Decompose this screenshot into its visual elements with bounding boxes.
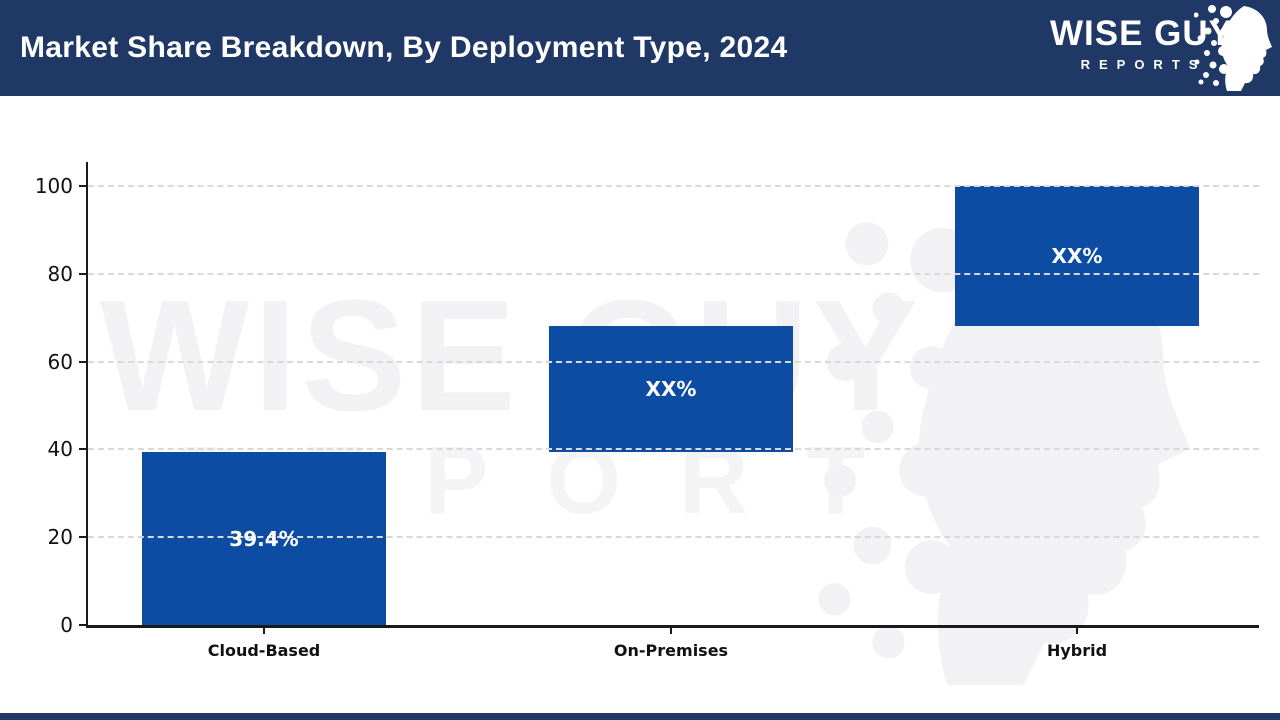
gridline-100	[88, 185, 1259, 187]
header: Market Share Breakdown, By Deployment Ty…	[0, 0, 1280, 96]
y-tick-label: 20	[47, 525, 73, 550]
x-category-label: On-Premises	[613, 641, 729, 660]
y-tick-mark	[79, 360, 86, 363]
gridline-80	[88, 272, 1259, 275]
logo-name-text: WISE GUY	[1050, 14, 1234, 53]
y-axis	[86, 162, 88, 627]
y-tick-mark	[79, 185, 86, 187]
bar-label: 39.4%	[229, 526, 299, 551]
footer-bar	[0, 713, 1280, 720]
logo-face-icon	[1194, 5, 1272, 91]
y-tick-mark	[79, 272, 86, 275]
gridline-60	[88, 360, 1259, 363]
y-tick-mark	[79, 448, 86, 451]
logo-tagline-text: REPORTS	[1080, 57, 1207, 72]
bar-label: XX%	[645, 377, 697, 402]
gridline-40	[88, 448, 1259, 451]
x-tick-mark	[670, 627, 672, 634]
wiseguy-logo: WISE GUY REPORTS	[1020, 2, 1272, 94]
y-tick-label: 60	[47, 349, 73, 374]
x-category-label: Hybrid	[1046, 641, 1108, 660]
bar-cloud-based	[142, 452, 386, 625]
y-tick-label: 80	[47, 261, 73, 286]
y-tick-label: 100	[34, 174, 73, 198]
y-tick-mark	[79, 536, 86, 539]
logo-wordmark: WISE GUY REPORTS	[1050, 16, 1233, 72]
y-tick-mark	[79, 624, 86, 626]
y-tick-label: 0	[60, 613, 73, 637]
x-tick-mark	[263, 627, 265, 634]
bar-label: XX%	[1051, 244, 1103, 269]
y-tick-label: 40	[47, 437, 73, 462]
chart-title: Market Share Breakdown, By Deployment Ty…	[20, 31, 788, 64]
bar-on-premises	[549, 326, 793, 453]
x-axis	[86, 625, 1259, 628]
chart-area: WISE GUY REPORTS 39.4% Cloud-Based XX% On-P…	[0, 96, 1280, 713]
gridline-20	[88, 536, 1259, 539]
x-category-label: Cloud-Based	[207, 641, 321, 660]
x-tick-mark	[1076, 627, 1078, 634]
